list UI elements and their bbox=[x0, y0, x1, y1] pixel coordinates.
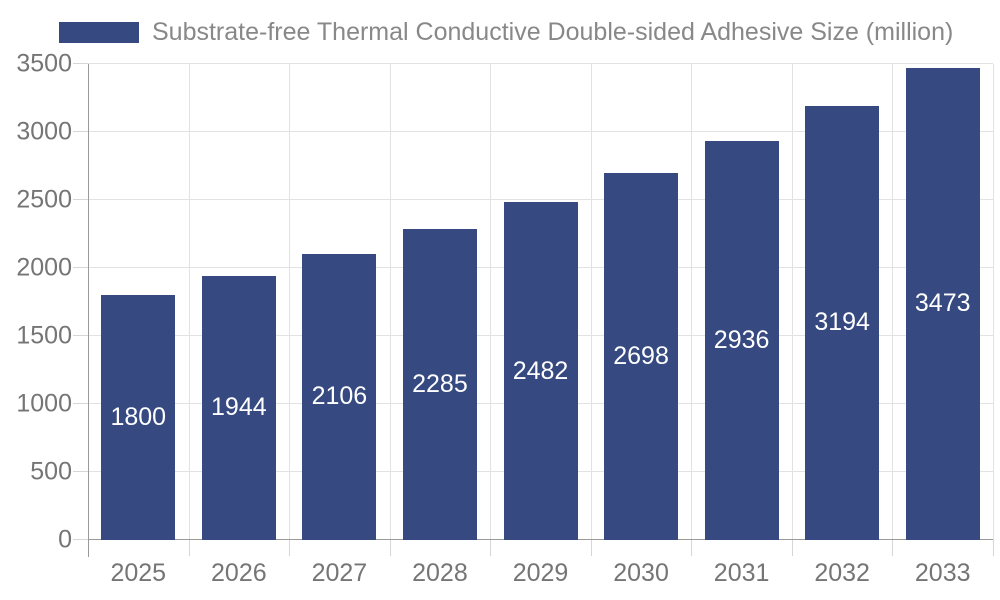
v-gridline bbox=[389, 64, 391, 540]
v-gridline bbox=[791, 64, 793, 540]
y-tick bbox=[73, 63, 88, 64]
v-gridline bbox=[892, 64, 894, 540]
v-gridline bbox=[691, 64, 693, 540]
y-tick-label: 3500 bbox=[16, 49, 72, 78]
x-tick bbox=[389, 540, 391, 556]
x-tick-label: 2027 bbox=[311, 559, 368, 587]
bar-2029: 2482 bbox=[503, 202, 578, 540]
legend-label: Substrate-free Thermal Conductive Double… bbox=[152, 18, 954, 46]
y-tick bbox=[73, 267, 88, 268]
y-tick-label: 1000 bbox=[16, 389, 72, 418]
x-tick-label: 2029 bbox=[512, 559, 569, 587]
x-tick-label: 2028 bbox=[412, 559, 468, 587]
plot-area: 1800 1944 2106 2285 2482 2698 2936 3194 3473 bbox=[73, 63, 994, 556]
bar-value-label: 2936 bbox=[713, 325, 770, 354]
v-gridline bbox=[590, 64, 592, 540]
y-tick-label: 2500 bbox=[16, 185, 72, 214]
bar-value-label: 2106 bbox=[311, 382, 368, 411]
v-gridline bbox=[993, 64, 994, 540]
h-gridline bbox=[88, 199, 993, 200]
x-tick bbox=[892, 540, 894, 556]
v-gridline bbox=[490, 64, 492, 540]
x-tick-label: 2031 bbox=[713, 559, 770, 587]
v-gridline bbox=[188, 64, 190, 540]
h-gridline bbox=[88, 131, 993, 132]
bar-value-label: 1800 bbox=[110, 403, 167, 432]
x-tick-label: 2032 bbox=[814, 559, 870, 587]
x-tick bbox=[188, 540, 190, 556]
y-tick-label: 0 bbox=[58, 525, 72, 554]
bar-2027: 2106 bbox=[302, 253, 377, 540]
y-tick-label: 3000 bbox=[16, 117, 72, 146]
y-tick bbox=[73, 539, 88, 540]
y-tick bbox=[73, 131, 88, 132]
bar-value-label: 3194 bbox=[814, 308, 870, 337]
y-tick bbox=[73, 403, 88, 404]
x-tick bbox=[993, 540, 994, 556]
bar-value-label: 1944 bbox=[211, 393, 267, 422]
chart-legend: Substrate-free Thermal Conductive Double… bbox=[59, 18, 953, 46]
bar-value-label: 2482 bbox=[512, 356, 569, 385]
y-tick bbox=[73, 471, 88, 472]
x-tick bbox=[490, 540, 492, 556]
x-tick bbox=[791, 540, 793, 556]
y-tick bbox=[73, 335, 88, 336]
y-tick bbox=[73, 199, 88, 200]
h-gridline bbox=[88, 63, 993, 64]
bar-2030: 2698 bbox=[604, 173, 679, 540]
bar-2031: 2936 bbox=[704, 140, 779, 540]
bar-2025: 1800 bbox=[101, 295, 176, 540]
bar-2026: 1944 bbox=[201, 275, 276, 540]
bar-2028: 2285 bbox=[402, 229, 477, 540]
bar-value-label: 2285 bbox=[412, 370, 468, 399]
bar-2032: 3194 bbox=[805, 105, 880, 540]
y-tick-label: 1500 bbox=[16, 321, 72, 350]
bar-value-label: 2698 bbox=[613, 342, 669, 371]
bar-2033: 3473 bbox=[905, 67, 980, 540]
x-tick-label: 2033 bbox=[914, 559, 971, 587]
y-tick-label: 500 bbox=[30, 457, 72, 486]
x-tick-label: 2030 bbox=[613, 559, 669, 587]
x-axis-labels: 2025 2026 2027 2028 2029 2030 2031 2032 2033 bbox=[88, 556, 993, 590]
x-tick-label: 2026 bbox=[211, 559, 267, 587]
x-tick bbox=[691, 540, 693, 556]
x-tick-label: 2025 bbox=[110, 559, 167, 587]
legend-swatch bbox=[59, 21, 139, 43]
v-gridline bbox=[289, 64, 291, 540]
y-axis-line bbox=[88, 64, 89, 557]
x-tick bbox=[590, 540, 592, 556]
y-tick-label: 2000 bbox=[16, 253, 72, 282]
x-tick bbox=[289, 540, 291, 556]
y-axis-labels: 0 500 1000 1500 2000 2500 3000 3500 bbox=[0, 50, 72, 554]
bar-value-label: 3473 bbox=[914, 289, 971, 318]
